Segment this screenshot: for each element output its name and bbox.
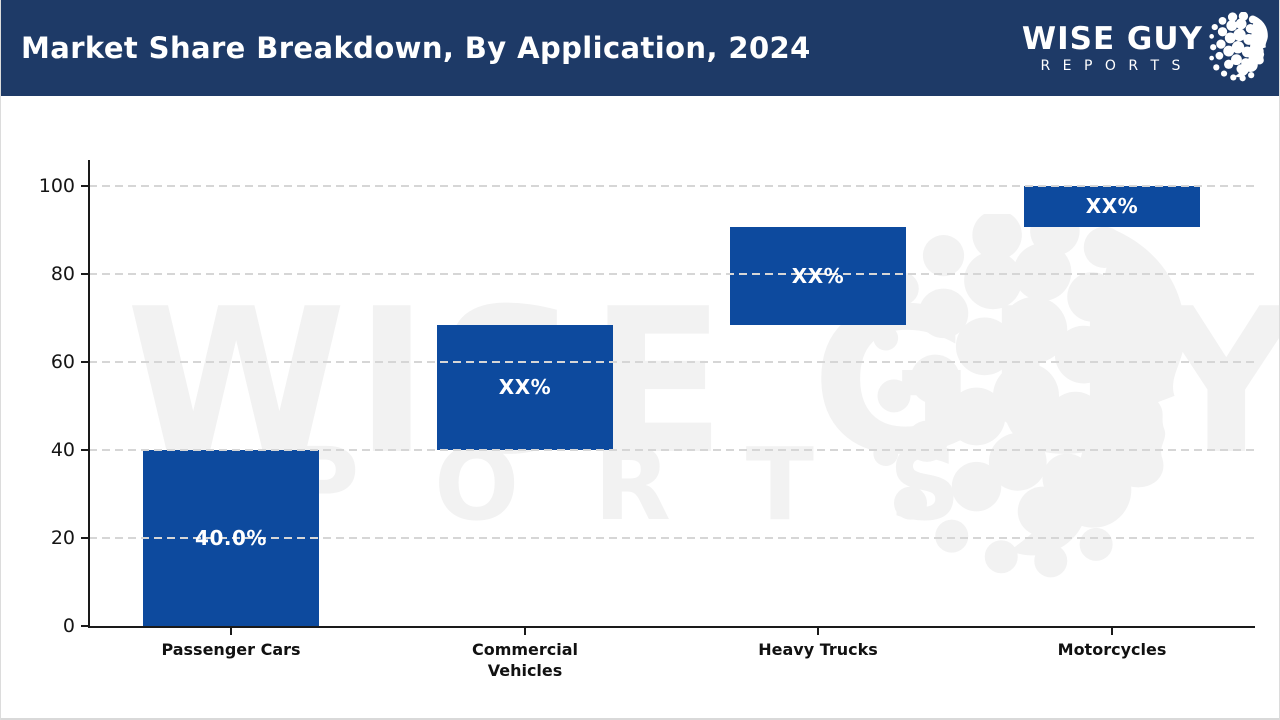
y-tick-mark <box>81 273 88 275</box>
bar-value-label: XX% <box>1085 194 1139 219</box>
y-tick-label: 100 <box>38 175 75 197</box>
x-tick-mark <box>817 628 819 635</box>
x-axis-label: Heavy Trucks <box>758 640 878 659</box>
gridline <box>89 449 1255 451</box>
y-tick-mark <box>81 625 88 627</box>
gridline <box>89 185 1255 187</box>
y-tick-label: 20 <box>50 527 75 549</box>
y-tick-label: 60 <box>50 351 75 373</box>
y-tick-label: 40 <box>50 439 75 461</box>
bar-value-label: XX% <box>498 375 552 400</box>
y-tick-mark <box>81 361 88 363</box>
bar-value-label: XX% <box>791 263 845 288</box>
x-axis-label: Motorcycles <box>1057 640 1167 659</box>
bar-3: XX% <box>730 226 906 325</box>
y-tick-label: 0 <box>62 615 75 637</box>
bar-value-label: 40.0% <box>195 526 267 550</box>
plot-region: 0 20 40 60 80 100 40.0% XX% XX% XX% Passenger Cars… <box>1 96 1279 720</box>
x-tick-mark <box>230 628 232 635</box>
logo-wordmark: WISE GUY R E P O R T S <box>1022 22 1203 75</box>
logo-wordmark-line2: R E P O R T S <box>1040 57 1185 74</box>
x-axis <box>88 626 1255 628</box>
gridline <box>89 361 1255 363</box>
logo-face-icon <box>1209 12 1268 82</box>
y-tick-label: 80 <box>50 263 75 285</box>
chart-area: WISE GUY P O R T S 0 20 40 60 80 100 40.0% XX% X… <box>1 96 1279 720</box>
x-tick-mark <box>524 628 526 635</box>
gridline <box>89 537 1255 539</box>
bar-4: XX% <box>1024 186 1200 227</box>
header-bar: Market Share Breakdown, By Application, … <box>1 0 1279 96</box>
y-tick-mark <box>81 185 88 187</box>
y-axis <box>88 160 90 628</box>
wise-guy-logo: WISE GUY R E P O R T S <box>1022 12 1269 84</box>
y-tick-mark <box>81 537 88 539</box>
y-tick-mark <box>81 449 88 451</box>
logo-wordmark-line1: WISE GUY <box>1021 20 1203 57</box>
watermark-reports-text: P O R T S <box>286 426 981 543</box>
x-axis-label: Commercial Vehicles <box>471 640 579 680</box>
gridline <box>89 273 1255 275</box>
bottom-border <box>1 718 1279 720</box>
bar-2: XX% <box>437 324 613 450</box>
x-tick-mark <box>1111 628 1113 635</box>
x-axis-label: Passenger Cars <box>161 640 301 659</box>
chart-title: Market Share Breakdown, By Application, … <box>21 31 811 65</box>
